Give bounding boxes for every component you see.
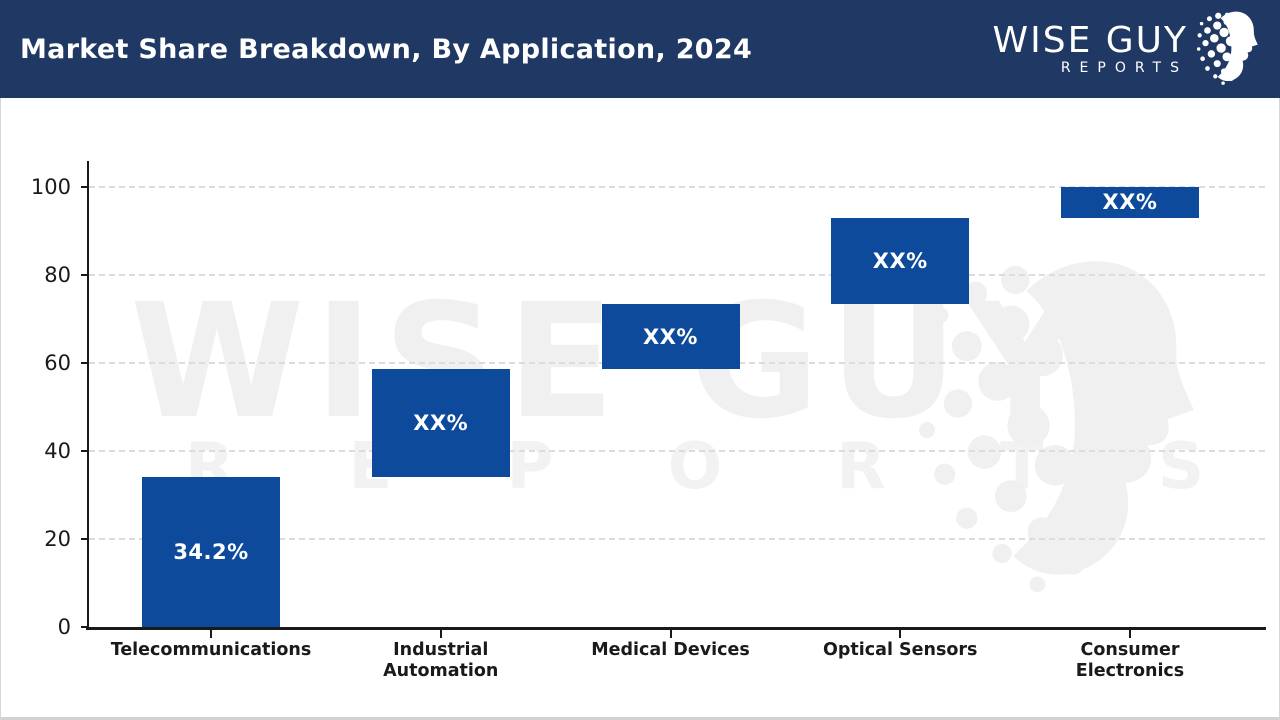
brand-logo-text: WISE GUY REPORTS (992, 20, 1189, 77)
x-category-label-5: Consumer Electronics (1010, 640, 1250, 682)
bar-consumer-electronics: XX% (1061, 187, 1199, 218)
x-category-label-1: Telecommunications (91, 640, 331, 661)
bar-value-label: XX% (872, 248, 928, 273)
bar-medical-devices: XX% (601, 304, 740, 370)
y-tick-mark-100 (81, 186, 88, 188)
x-category-label-2: Industrial Automation (321, 640, 561, 682)
bar-industrial-automation: XX% (371, 369, 510, 477)
x-category-label-3: Medical Devices (551, 640, 791, 661)
brand-logo: WISE GUY REPORTS (993, 8, 1263, 90)
x-tick-mark-2 (439, 630, 442, 638)
x-tick-mark-1 (210, 630, 212, 638)
chart-title: Market Share Breakdown, By Application, … (20, 33, 753, 65)
y-tick-mark-40 (81, 450, 88, 452)
y-tick-label-60: 60 (44, 351, 71, 375)
x-category-label-line: Telecommunications (110, 640, 312, 660)
x-category-label-4: Optical Sensors (780, 640, 1020, 661)
dotted-head-icon (1196, 11, 1258, 85)
bar-value-label: 34.2% (173, 539, 249, 564)
gridline-y-100 (89, 186, 1265, 188)
y-tick-label-80: 80 (44, 263, 71, 287)
y-tick-label-20: 20 (44, 527, 71, 551)
y-tick-mark-0 (81, 626, 88, 628)
gridline-y-40 (89, 450, 1265, 452)
bar-telecommunications: 34.2% (142, 476, 280, 627)
x-tick-mark-3 (669, 630, 672, 638)
x-category-label-line: Consumer (1080, 640, 1180, 660)
y-axis-line (87, 161, 89, 629)
y-tick-mark-20 (81, 538, 88, 540)
x-category-label-line: Optical Sensors (823, 640, 978, 660)
x-category-label-line: Medical Devices (591, 640, 750, 660)
watermark-head-icon (919, 261, 1194, 593)
header-bar: Market Share Breakdown, By Application, … (0, 0, 1280, 98)
brand-name: WISE GUY (992, 20, 1188, 61)
gridline-y-80 (89, 274, 1265, 276)
y-tick-mark-80 (81, 274, 88, 276)
y-tick-label-0: 0 (57, 615, 71, 639)
x-tick-mark-5 (1129, 630, 1131, 638)
x-axis-line (86, 627, 1266, 630)
y-tick-mark-60 (81, 362, 88, 364)
brand-subtitle: REPORTS (1060, 60, 1188, 76)
bar-value-label: XX% (413, 410, 469, 435)
gridline-y-20 (89, 538, 1265, 540)
bar-value-label: XX% (643, 324, 698, 349)
x-category-label-line: Industrial (393, 640, 489, 660)
x-tick-mark-4 (899, 630, 902, 638)
y-tick-label-40: 40 (44, 439, 71, 463)
x-category-label-line: Electronics (1075, 661, 1185, 681)
y-tick-label-100: 100 (30, 175, 71, 199)
x-category-label-line: Automation (383, 661, 499, 681)
bar-optical-sensors: XX% (831, 217, 970, 305)
bar-value-label: XX% (1102, 190, 1158, 215)
